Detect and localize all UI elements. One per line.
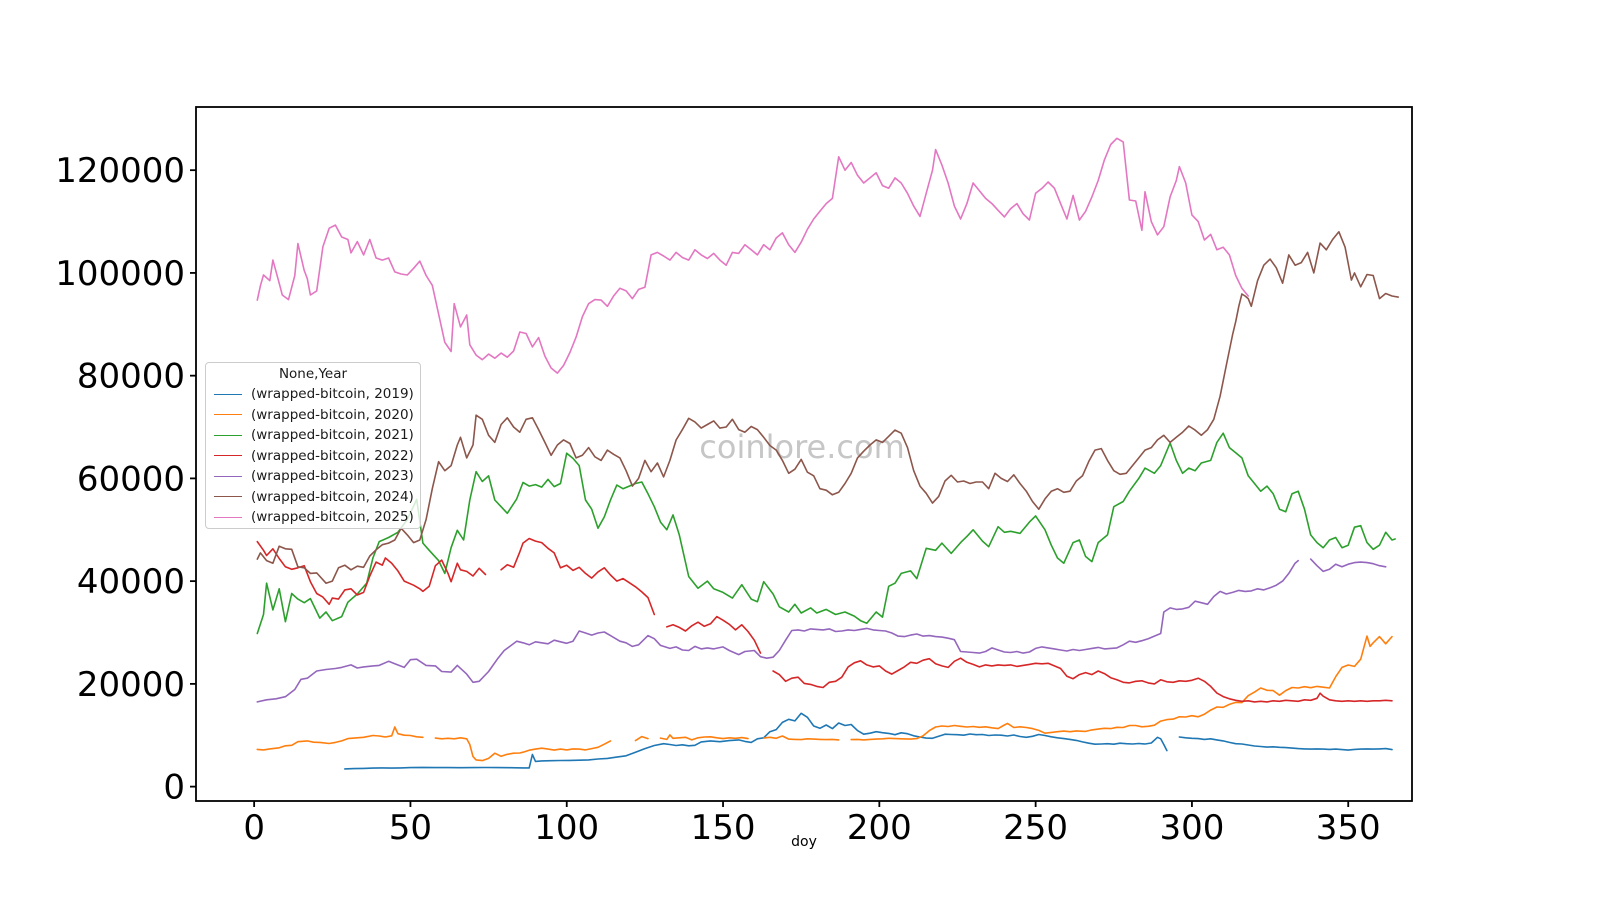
legend-line-swatch-2022	[214, 455, 242, 457]
legend-entry-label: (wrapped-bitcoin, 2025)	[251, 509, 414, 526]
x-tick-label: 100	[534, 808, 599, 848]
series-lines	[256, 137, 1399, 770]
plot-area-border	[195, 106, 1413, 802]
legend-title: None,Year	[278, 366, 348, 382]
legend-entry-2022: (wrapped-bitcoin, 2022)	[214, 446, 414, 467]
x-tick-label: 250	[1003, 808, 1068, 848]
series-line-2019	[344, 712, 1393, 770]
legend-line-swatch-2023	[214, 475, 242, 477]
y-tick-label: 20000	[77, 665, 185, 705]
legend-entry-2021: (wrapped-bitcoin, 2021)	[214, 425, 414, 446]
legend-entry-label: (wrapped-bitcoin, 2020)	[251, 406, 414, 423]
legend-line-swatch-2024	[214, 496, 242, 498]
legend-line-swatch-2020	[214, 414, 242, 416]
series-line-2024	[256, 231, 1399, 584]
y-tick-label: 80000	[77, 357, 185, 397]
x-axis-ticks: 0 50 100 150 200 250 300 350	[243, 801, 1381, 848]
legend-entry-2023: (wrapped-bitcoin, 2023)	[214, 466, 414, 487]
legend-entry-2025: (wrapped-bitcoin, 2025)	[214, 507, 414, 528]
x-tick-label: 200	[847, 808, 912, 848]
x-tick-label: 350	[1316, 808, 1381, 848]
y-tick-label: 100000	[55, 254, 185, 294]
y-axis-ticks: 0 20000 40000 60000 80000 100000 120000	[55, 151, 196, 808]
y-tick-label: 60000	[77, 459, 185, 499]
series-line-2021	[256, 432, 1396, 635]
legend-line-swatch-2021	[214, 434, 242, 436]
x-tick-label: 150	[691, 808, 756, 848]
series-line-2025	[256, 137, 1249, 374]
x-tick-label: 50	[389, 808, 432, 848]
legend-entry-label: (wrapped-bitcoin, 2023)	[251, 468, 414, 485]
series-line-2023	[256, 558, 1387, 703]
legend-line-swatch-2025	[214, 516, 242, 518]
legend-entry-label: (wrapped-bitcoin, 2022)	[251, 447, 414, 464]
x-tick-label: 0	[243, 808, 265, 848]
x-tick-label: 300	[1159, 808, 1224, 848]
y-tick-label: 120000	[55, 151, 185, 191]
y-tick-label: 40000	[77, 562, 185, 602]
legend: None,Year (wrapped-bitcoin, 2019) (wrappe…	[205, 362, 421, 529]
series-line-2020	[256, 635, 1393, 762]
legend-entry-2020: (wrapped-bitcoin, 2020)	[214, 405, 414, 426]
legend-entry-label: (wrapped-bitcoin, 2021)	[251, 427, 414, 444]
legend-line-swatch-2019	[214, 393, 242, 395]
x-axis-label: doy	[791, 834, 817, 850]
legend-entry-label: (wrapped-bitcoin, 2019)	[251, 386, 414, 403]
y-tick-label: 0	[163, 768, 185, 808]
legend-entry-2019: (wrapped-bitcoin, 2019)	[214, 384, 414, 405]
series-line-2022	[256, 537, 1393, 703]
legend-entry-label: (wrapped-bitcoin, 2024)	[251, 488, 414, 505]
legend-entry-2024: (wrapped-bitcoin, 2024)	[214, 487, 414, 508]
legend-rows: (wrapped-bitcoin, 2019) (wrapped-bitcoin,…	[214, 384, 414, 528]
